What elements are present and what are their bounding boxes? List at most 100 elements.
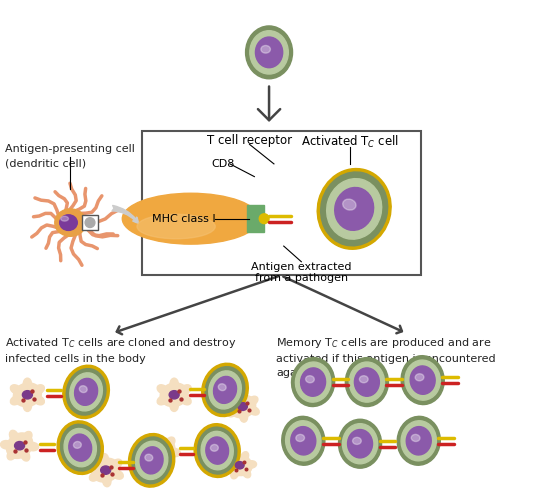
Text: Memory T$_C$ cells are produced and are
activated if this antigen is encountered: Memory T$_C$ cells are produced and are … (276, 336, 496, 378)
Ellipse shape (9, 430, 19, 442)
Ellipse shape (406, 426, 431, 455)
Ellipse shape (157, 396, 168, 405)
Text: Activated T$_C$ cells are cloned and destroy
infected cells in the body: Activated T$_C$ cells are cloned and des… (5, 336, 236, 364)
Ellipse shape (238, 402, 248, 410)
Ellipse shape (354, 368, 379, 396)
Ellipse shape (229, 452, 237, 462)
Ellipse shape (23, 400, 31, 411)
Ellipse shape (245, 26, 293, 79)
Ellipse shape (229, 396, 256, 418)
Ellipse shape (201, 432, 233, 470)
Ellipse shape (23, 432, 32, 442)
Ellipse shape (231, 469, 239, 479)
Ellipse shape (157, 385, 168, 394)
Ellipse shape (338, 420, 382, 468)
Ellipse shape (410, 366, 435, 394)
Ellipse shape (34, 396, 45, 405)
Ellipse shape (353, 438, 361, 444)
Ellipse shape (142, 444, 154, 453)
Ellipse shape (261, 46, 271, 53)
Ellipse shape (75, 378, 97, 406)
Ellipse shape (140, 447, 163, 474)
FancyBboxPatch shape (82, 215, 98, 230)
Text: Antigen-presenting cell
(dendritic cell): Antigen-presenting cell (dendritic cell) (5, 144, 135, 169)
Ellipse shape (162, 455, 170, 466)
FancyBboxPatch shape (246, 205, 264, 233)
Ellipse shape (223, 462, 233, 470)
Ellipse shape (10, 396, 21, 405)
Ellipse shape (88, 461, 99, 470)
Ellipse shape (60, 216, 69, 221)
Ellipse shape (15, 442, 25, 450)
Ellipse shape (34, 385, 45, 394)
Ellipse shape (103, 475, 111, 486)
Ellipse shape (180, 396, 191, 405)
Ellipse shape (226, 398, 236, 406)
Text: T cell receptor: T cell receptor (207, 134, 292, 147)
Ellipse shape (327, 178, 382, 239)
Ellipse shape (202, 363, 248, 416)
Text: MHC class I: MHC class I (152, 214, 216, 224)
Ellipse shape (7, 449, 16, 460)
Ellipse shape (301, 368, 326, 396)
Ellipse shape (306, 376, 314, 383)
Ellipse shape (69, 434, 92, 461)
Ellipse shape (197, 427, 237, 474)
Ellipse shape (405, 360, 441, 400)
Ellipse shape (246, 460, 256, 468)
Ellipse shape (349, 362, 384, 402)
Ellipse shape (317, 168, 391, 250)
Ellipse shape (343, 199, 356, 210)
Ellipse shape (397, 416, 441, 465)
FancyBboxPatch shape (142, 130, 421, 276)
Ellipse shape (1, 440, 12, 449)
Ellipse shape (359, 376, 368, 383)
Ellipse shape (335, 188, 373, 230)
Ellipse shape (170, 400, 178, 411)
Ellipse shape (23, 378, 31, 390)
Ellipse shape (23, 390, 32, 399)
Ellipse shape (348, 430, 372, 458)
Ellipse shape (169, 448, 180, 456)
Ellipse shape (79, 386, 87, 392)
Ellipse shape (169, 390, 179, 399)
Ellipse shape (101, 466, 111, 474)
Ellipse shape (213, 376, 236, 404)
Ellipse shape (21, 450, 30, 461)
Text: Activated T$_C$ cell: Activated T$_C$ cell (301, 134, 399, 150)
Circle shape (85, 218, 95, 228)
Ellipse shape (13, 383, 41, 406)
Ellipse shape (411, 434, 420, 442)
Ellipse shape (180, 385, 191, 394)
Ellipse shape (100, 454, 109, 465)
Ellipse shape (64, 428, 96, 467)
Ellipse shape (249, 406, 259, 415)
Ellipse shape (152, 435, 161, 446)
Ellipse shape (241, 452, 249, 462)
Ellipse shape (60, 424, 100, 471)
Ellipse shape (242, 468, 251, 478)
Ellipse shape (194, 424, 240, 478)
Ellipse shape (170, 378, 178, 390)
Ellipse shape (295, 362, 331, 402)
Ellipse shape (60, 215, 78, 230)
Ellipse shape (296, 434, 305, 442)
Ellipse shape (291, 426, 316, 455)
Ellipse shape (66, 368, 106, 415)
Ellipse shape (248, 396, 258, 405)
Ellipse shape (112, 470, 123, 479)
Ellipse shape (415, 374, 424, 381)
Ellipse shape (27, 442, 38, 451)
Ellipse shape (206, 437, 229, 464)
Text: Antigen extracted
from a pathogen: Antigen extracted from a pathogen (251, 262, 351, 283)
Ellipse shape (156, 446, 167, 454)
Ellipse shape (321, 172, 388, 246)
Ellipse shape (55, 209, 86, 236)
Ellipse shape (137, 214, 215, 238)
Circle shape (259, 214, 269, 224)
Ellipse shape (209, 371, 241, 409)
Ellipse shape (111, 459, 122, 468)
Ellipse shape (285, 420, 321, 461)
Ellipse shape (148, 438, 175, 463)
Ellipse shape (282, 416, 325, 465)
